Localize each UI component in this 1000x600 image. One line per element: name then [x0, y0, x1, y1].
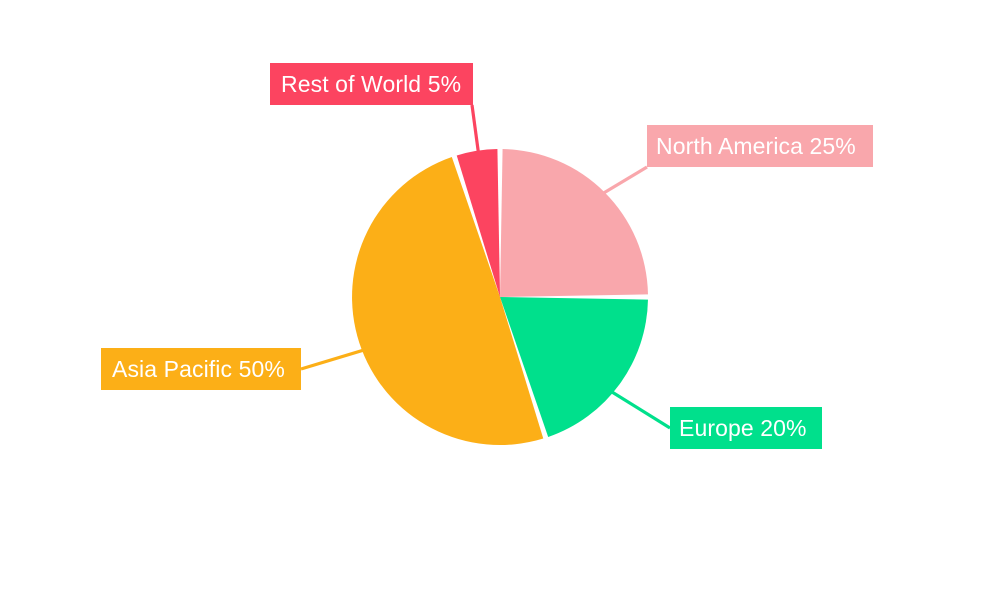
pie-slice-europe[interactable]	[500, 297, 648, 437]
slice-label-asia-pacific[interactable]: Asia Pacific 50%	[101, 348, 301, 390]
slice-label-europe-text: Europe 20%	[679, 414, 807, 441]
slice-label-north-america[interactable]: North America 25%	[647, 125, 873, 167]
pie-slice-north-america[interactable]	[500, 149, 648, 297]
slice-label-north-america-text: North America 25%	[656, 132, 856, 159]
slice-label-rest-of-world-text: Rest of World 5%	[281, 70, 462, 97]
pie-slice-rest-of-world[interactable]	[456, 149, 500, 297]
leader-line-europe	[611, 390, 671, 430]
slice-label-europe[interactable]: Europe 20%	[670, 407, 822, 449]
pie-slice-asia-pacific[interactable]	[352, 157, 544, 445]
slice-label-asia-pacific-text: Asia Pacific 50%	[112, 355, 285, 382]
pie-slices	[352, 149, 648, 445]
leader-line-rest-of-world	[470, 104, 481, 158]
slice-label-rest-of-world[interactable]: Rest of World 5%	[270, 63, 473, 105]
